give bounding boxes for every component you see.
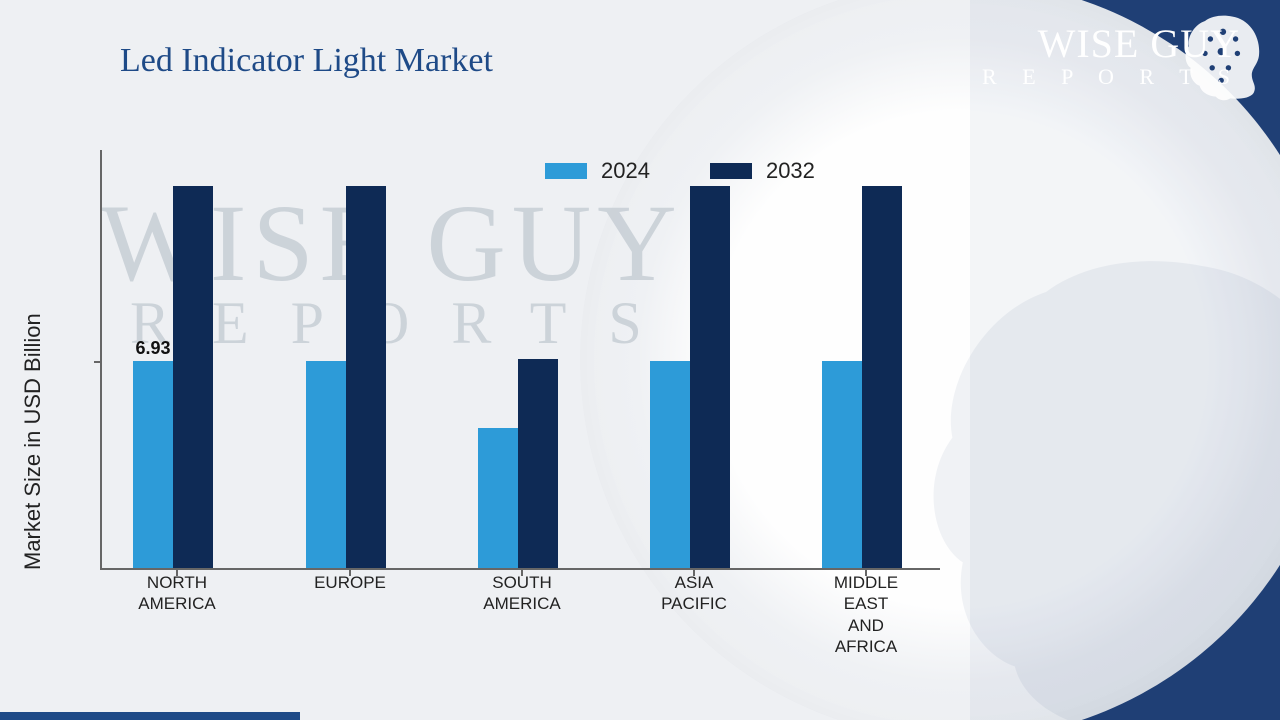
plot-area: 6.93 xyxy=(100,150,940,568)
brand-logo: WISE GUY R E P O R T S xyxy=(982,24,1240,88)
category-label: EUROPE xyxy=(285,572,415,593)
category-label: SOUTHAMERICA xyxy=(457,572,587,615)
bar-data-label: 6.93 xyxy=(135,338,170,361)
bar-2024 xyxy=(133,361,173,568)
bar-2024 xyxy=(822,361,862,568)
bar-2024 xyxy=(478,428,518,568)
category-label: MIDDLEEASTANDAFRICA xyxy=(801,572,931,657)
legend: 2024 2032 xyxy=(545,158,815,184)
legend-item-2024: 2024 xyxy=(545,158,650,184)
bar-2032 xyxy=(173,186,213,568)
legend-swatch-2024 xyxy=(545,163,587,179)
bottom-strip xyxy=(0,712,300,720)
bar-2032 xyxy=(346,186,386,568)
legend-label-2032: 2032 xyxy=(766,158,815,184)
legend-item-2032: 2032 xyxy=(710,158,815,184)
bar-2024 xyxy=(306,361,346,568)
bar-2032 xyxy=(862,186,902,568)
x-axis-line xyxy=(100,568,940,570)
y-axis-label: Market Size in USD Billion xyxy=(20,313,46,570)
bar-2032 xyxy=(518,359,558,568)
bar-2024 xyxy=(650,361,690,568)
bar-2032 xyxy=(690,186,730,568)
category-label: NORTHAMERICA xyxy=(112,572,242,615)
logo-line2: R E P O R T S xyxy=(982,66,1240,88)
chart-title: Led Indicator Light Market xyxy=(120,42,493,80)
legend-swatch-2032 xyxy=(710,163,752,179)
y-tick xyxy=(94,361,102,363)
category-label: ASIAPACIFIC xyxy=(629,572,759,615)
legend-label-2024: 2024 xyxy=(601,158,650,184)
logo-line1: WISE GUY xyxy=(982,24,1240,64)
page-root: WISE GUY R E P O R T S WISE GUY REPORTS … xyxy=(0,0,1280,720)
